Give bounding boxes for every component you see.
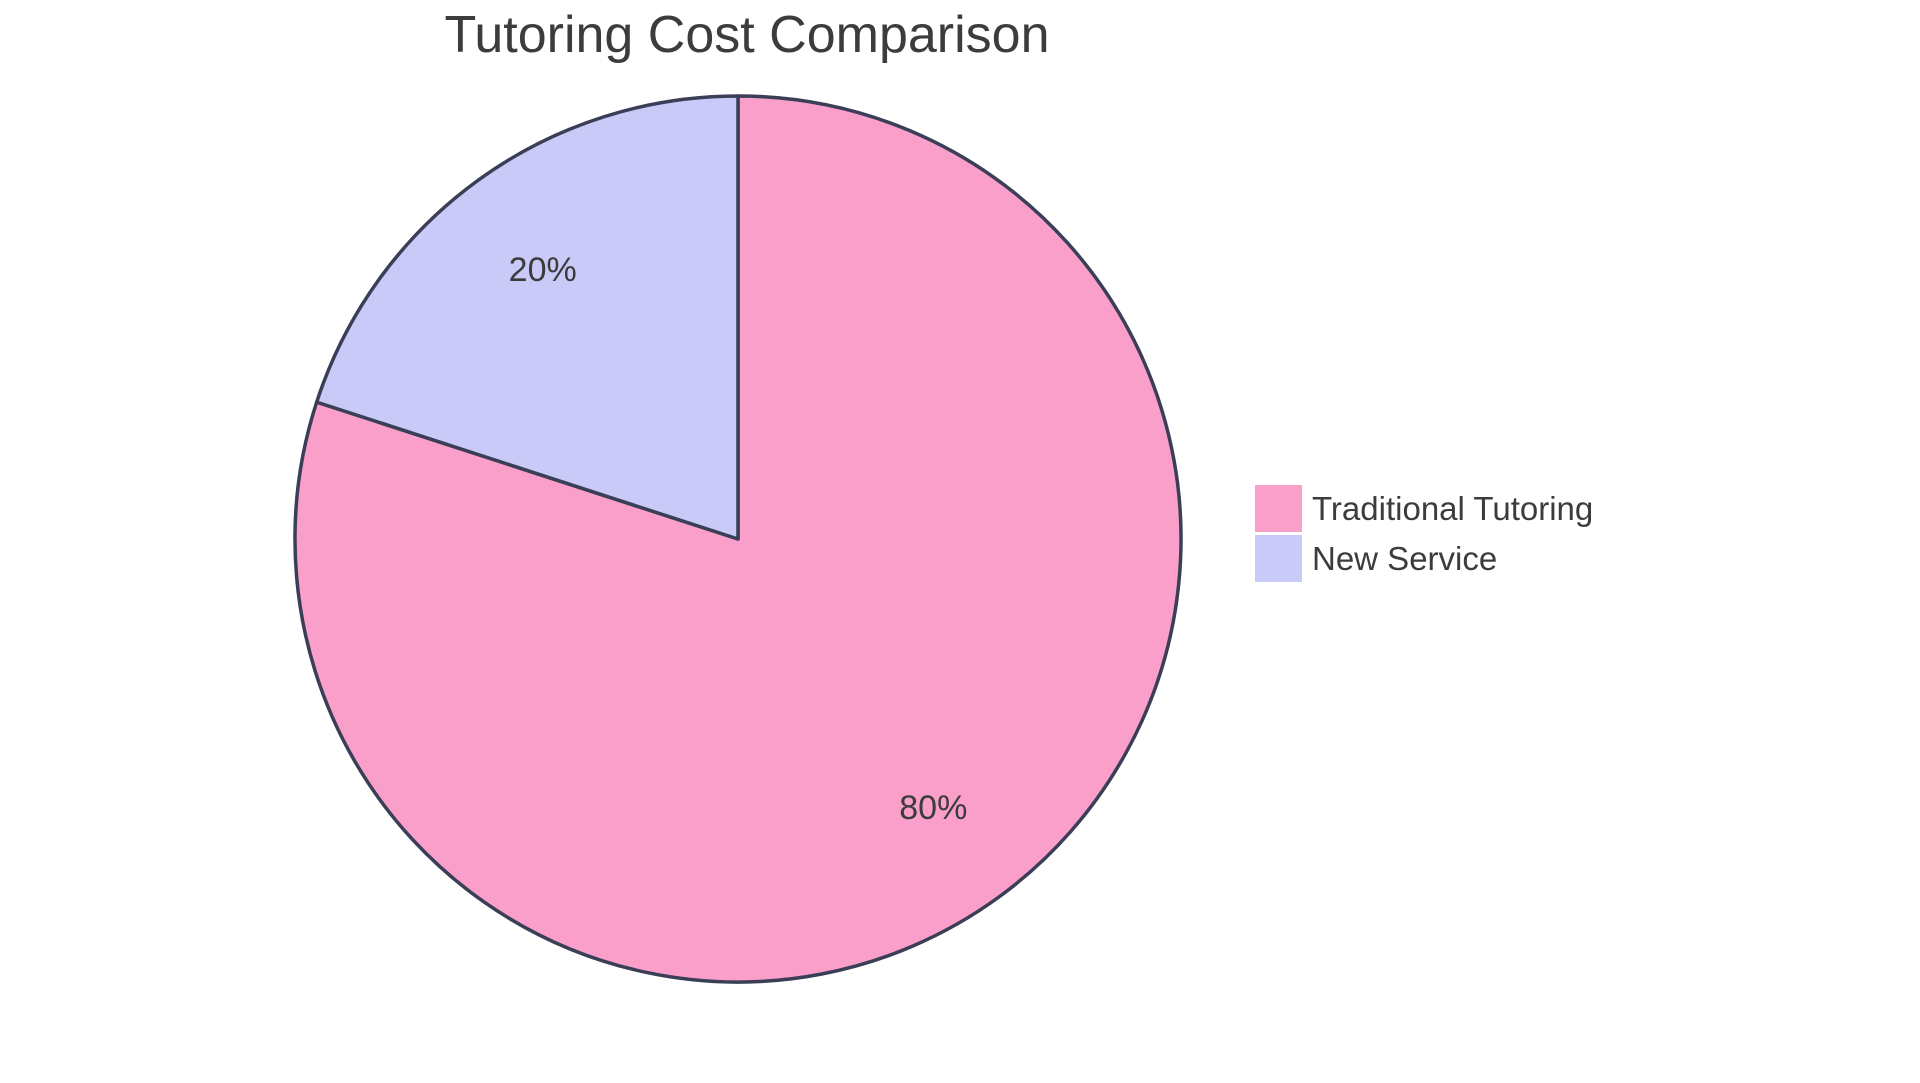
legend-swatch-new-service (1255, 535, 1302, 582)
slice-label-traditional-tutoring: 80% (899, 789, 967, 827)
legend-item-traditional-tutoring[interactable]: Traditional Tutoring (1255, 485, 1593, 532)
pie-slice-traditional-tutoring[interactable] (293, 94, 1183, 984)
pie-chart: 80% 20% (293, 94, 1183, 984)
legend-label: Traditional Tutoring (1312, 489, 1594, 527)
pie-slice-new-service[interactable] (314, 94, 740, 541)
slice-label-new-service: 20% (509, 251, 577, 289)
chart-title: Tutoring Cost Comparison (444, 6, 1050, 64)
legend: Traditional Tutoring New Service (1255, 485, 1593, 582)
legend-item-new-service[interactable]: New Service (1255, 535, 1593, 582)
legend-label: New Service (1312, 539, 1498, 577)
legend-swatch-traditional-tutoring (1255, 485, 1302, 532)
